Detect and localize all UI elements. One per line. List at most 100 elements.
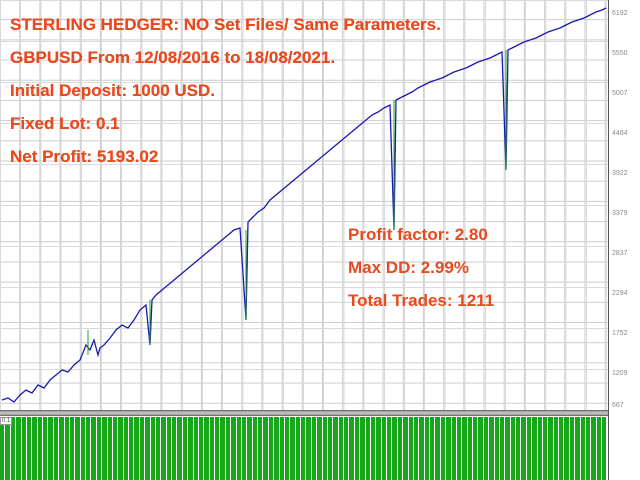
volume-bar xyxy=(269,417,273,480)
volume-bar xyxy=(403,417,407,480)
volume-bar xyxy=(231,417,235,480)
volume-bar xyxy=(167,417,171,480)
volume-bar xyxy=(97,417,101,480)
axis-tick-6: 2837 xyxy=(612,250,640,257)
volume-bar xyxy=(581,417,585,480)
annotation-line-maxdd: Max DD: 2.99% xyxy=(348,251,494,284)
volume-bar xyxy=(382,417,386,480)
volume-bar xyxy=(355,417,359,480)
volume-bar xyxy=(129,417,133,480)
volume-bar xyxy=(156,417,160,480)
volume-bar xyxy=(339,417,343,480)
axis-tick-9: 1209 xyxy=(612,370,640,377)
axis-tick-3: 4464 xyxy=(612,130,640,137)
volume-bar xyxy=(543,417,547,480)
volume-bar xyxy=(323,417,327,480)
volume-bar xyxy=(366,417,370,480)
volume-bar xyxy=(113,417,117,480)
volume-bar xyxy=(253,417,257,480)
volume-bar xyxy=(564,417,568,480)
axis-tick-1: 5550 xyxy=(612,50,640,57)
volume-bar xyxy=(22,417,26,480)
volume-bar xyxy=(188,417,192,480)
volume-bar xyxy=(134,417,138,480)
volume-bar xyxy=(586,417,590,480)
chart-annotation-left: STERLING HEDGER: NO Set Files/ Same Para… xyxy=(10,8,441,173)
annotation-line-deposit: Initial Deposit: 1000 USD. xyxy=(10,74,441,107)
volume-bar xyxy=(559,417,563,480)
volume-bar xyxy=(532,417,536,480)
volume-bar xyxy=(220,417,224,480)
axis-tick-4: 3922 xyxy=(612,170,640,177)
volume-bar xyxy=(538,417,542,480)
volume-bar xyxy=(194,417,198,480)
right-edge-line xyxy=(608,0,609,480)
volume-bar xyxy=(247,417,251,480)
axis-tick-2: 5007 xyxy=(612,90,640,97)
volume-bar xyxy=(317,417,321,480)
volume-bar xyxy=(258,417,262,480)
volume-bar xyxy=(387,417,391,480)
volume-bar xyxy=(65,417,69,480)
volume-bar xyxy=(376,417,380,480)
volume-bar xyxy=(118,417,122,480)
volume-bar xyxy=(527,417,531,480)
volume-bar xyxy=(108,417,112,480)
volume-bar xyxy=(5,417,9,480)
volume-bar xyxy=(32,417,36,480)
volume-bar xyxy=(521,417,525,480)
volume-lot-label: 0.1 xyxy=(0,417,12,425)
volume-bar xyxy=(333,417,337,480)
chart-annotation-right: Profit factor: 2.80 Max DD: 2.99% Total … xyxy=(348,218,494,317)
volume-bar xyxy=(452,417,456,480)
volume-bar xyxy=(237,417,241,480)
volume-bar xyxy=(290,417,294,480)
volume-bar xyxy=(183,417,187,480)
volume-bar xyxy=(468,417,472,480)
volume-bar xyxy=(210,417,214,480)
volume-bar xyxy=(70,417,74,480)
axis-tick-0: 6192 xyxy=(612,10,640,17)
volume-bar xyxy=(54,417,58,480)
volume-bar xyxy=(398,417,402,480)
volume-bar xyxy=(91,417,95,480)
volume-bar xyxy=(419,417,423,480)
volume-bar xyxy=(414,417,418,480)
annotation-line-symbol-range: GBPUSD From 12/08/2016 to 18/08/2021. xyxy=(10,41,441,74)
volume-bar xyxy=(263,417,267,480)
annotation-line-profit: Net Profit: 5193.02 xyxy=(10,140,441,173)
volume-bar xyxy=(548,417,552,480)
volume-bar xyxy=(140,417,144,480)
volume-bar xyxy=(306,417,310,480)
volume-bar xyxy=(199,417,203,480)
volume-bar xyxy=(344,417,348,480)
volume-bar xyxy=(602,417,606,480)
volume-bar xyxy=(75,417,79,480)
chart-separator-bar xyxy=(0,410,608,416)
annotation-line-profitfactor: Profit factor: 2.80 xyxy=(348,218,494,251)
volume-bar xyxy=(441,417,445,480)
volume-bar xyxy=(505,417,509,480)
volume-bar xyxy=(425,417,429,480)
volume-bar xyxy=(349,417,353,480)
volume-bar xyxy=(0,417,4,480)
volume-bar xyxy=(102,417,106,480)
volume-bar xyxy=(435,417,439,480)
annotation-line-lot: Fixed Lot: 0.1 xyxy=(10,107,441,140)
volume-bar xyxy=(597,417,601,480)
volume-bar xyxy=(591,417,595,480)
volume-bar xyxy=(81,417,85,480)
volume-bar xyxy=(473,417,477,480)
volume-bar xyxy=(446,417,450,480)
volume-bar xyxy=(215,417,219,480)
volume-bar xyxy=(328,417,332,480)
volume-bar xyxy=(296,417,300,480)
volume-bar xyxy=(204,417,208,480)
volume-bar xyxy=(500,417,504,480)
volume-bar xyxy=(177,417,181,480)
axis-tick-7: 2294 xyxy=(612,290,640,297)
volume-bar xyxy=(430,417,434,480)
volume-bar xyxy=(457,417,461,480)
volume-bar xyxy=(392,417,396,480)
volume-bars-area xyxy=(0,417,608,480)
